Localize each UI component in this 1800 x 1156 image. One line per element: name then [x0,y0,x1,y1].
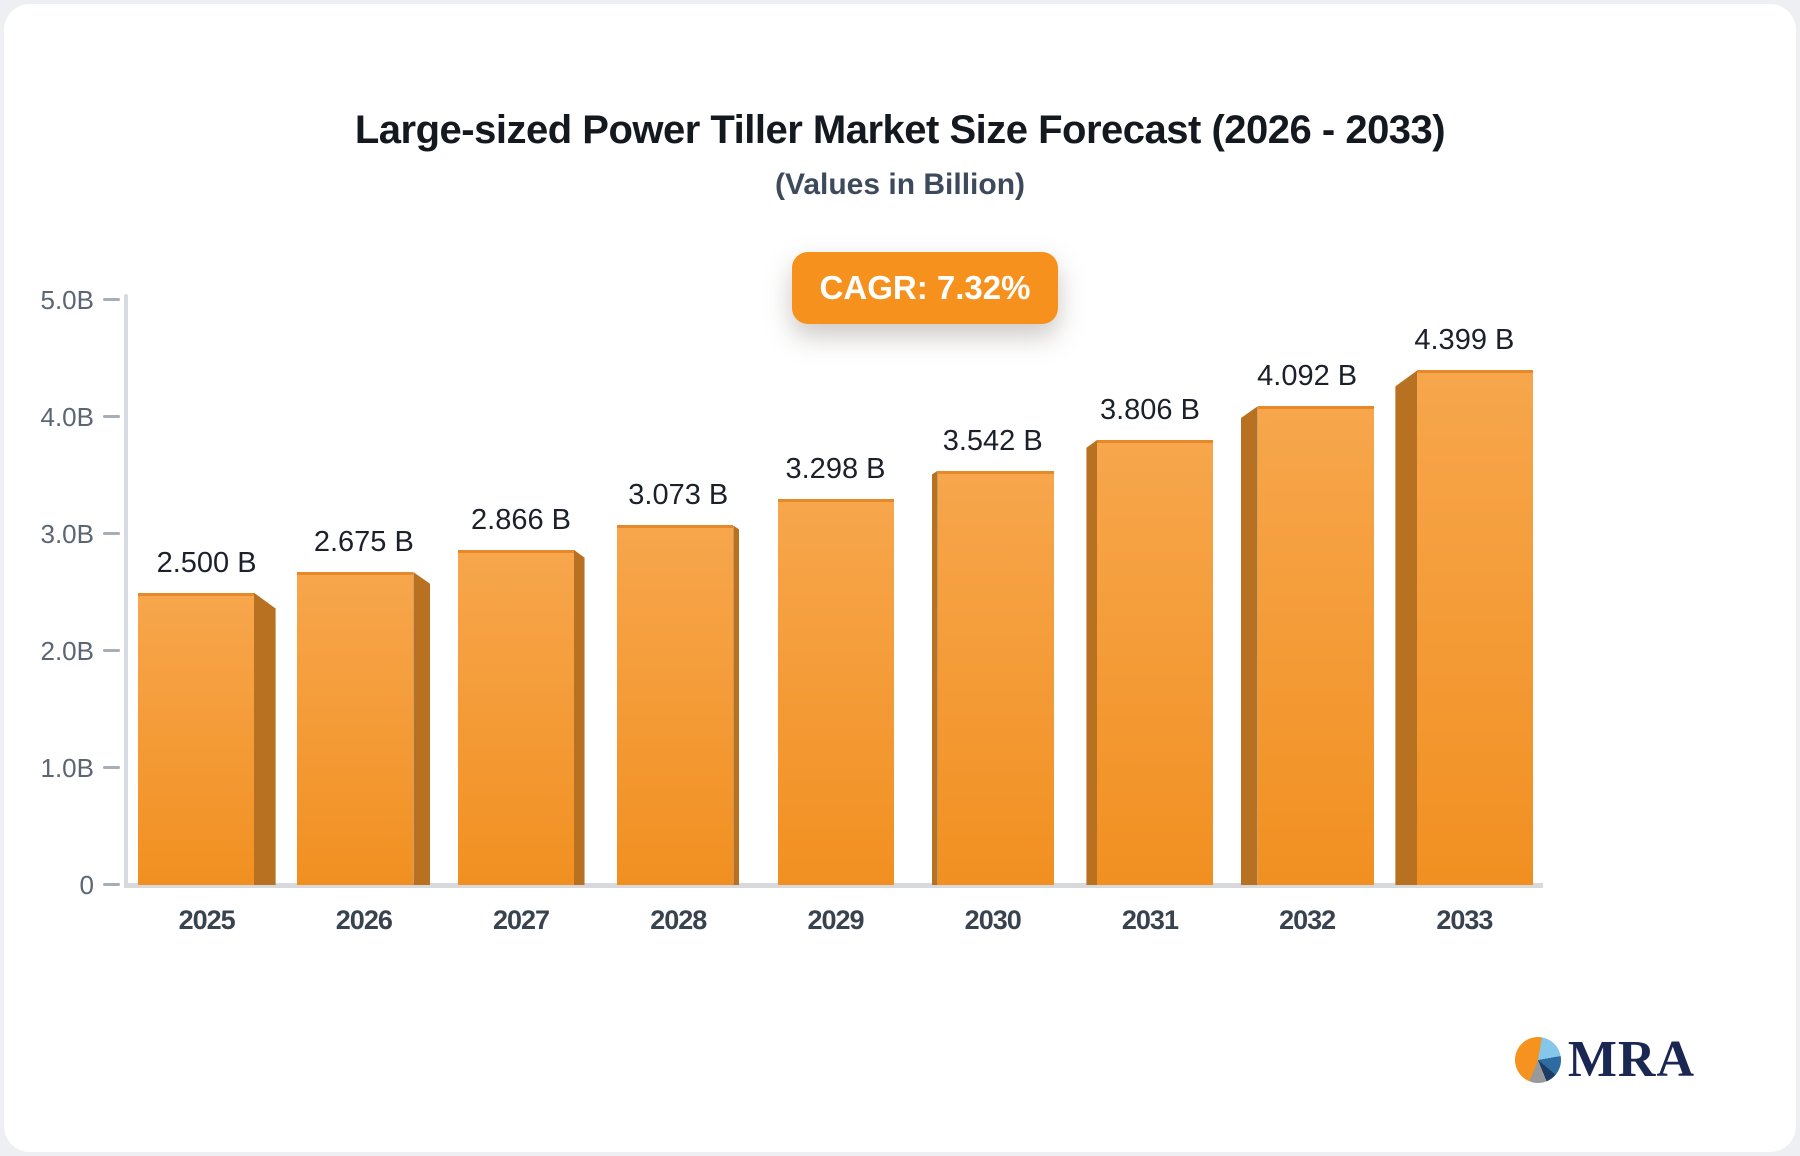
y-axis-label: 3.0B [40,519,95,549]
y-axis-label: 4.0B [40,402,95,432]
bar-face [777,499,894,885]
bar-side-3d [1395,370,1418,885]
bar-face [457,549,574,885]
bar-face [297,572,414,885]
y-axis-tick [103,649,120,652]
y-axis-tick [103,883,120,886]
x-axis-label: 2027 [493,905,550,935]
bar-value-label: 4.092 B [1257,360,1358,393]
bar-2028 [617,525,740,885]
bar-value-label: 3.542 B [942,424,1043,457]
bar-value-label: 3.073 B [628,479,729,512]
bar-2025 [137,592,276,885]
bar-side-3d [733,525,740,885]
bar-2029 [777,499,894,885]
bar-face [1257,406,1374,885]
chart-title: Large-sized Power Tiller Market Size For… [354,108,1446,152]
y-axis-tick [103,766,120,769]
x-axis-label: 2033 [1436,905,1493,935]
x-axis-label: 2025 [178,905,236,935]
bar-2027 [457,549,585,885]
x-axis-baseline [124,883,1543,888]
y-axis-label: 1.0B [40,753,95,783]
bar-value-label: 2.500 B [156,546,257,579]
bar-2032 [1240,406,1374,885]
y-axis-label: 0 [79,870,94,900]
bar-2031 [1086,439,1214,885]
x-axis-label: 2031 [1121,905,1179,935]
y-axis-label: 5.0B [40,285,95,315]
y-axis-tick [103,532,120,535]
bar-side-3d [573,549,585,885]
y-axis-tick [103,298,120,301]
mra-logo: MRA [1514,1022,1695,1098]
bar-face [1097,439,1214,885]
chart-subtitle: (Values in Billion) [774,168,1026,201]
bar-value-label: 2.675 B [313,526,414,559]
bar-side-3d [1240,406,1258,885]
x-axis-label: 2032 [1279,905,1336,935]
x-axis-label: 2028 [650,905,707,935]
bar-side-3d [413,572,431,885]
bar-face [137,592,254,885]
bar-2030 [931,470,1054,885]
y-axis-line [124,294,128,885]
bar-side-3d [1086,439,1098,885]
bar-value-label: 3.298 B [785,453,886,486]
x-axis-label: 2029 [807,905,864,935]
bar-2033 [1395,370,1534,885]
pie-chart-icon [1514,1037,1561,1083]
bar-face [617,525,734,885]
bar-side-3d [931,470,938,885]
bar-2026 [297,572,431,885]
x-axis-label: 2030 [964,905,1022,935]
cagr-badge: CAGR: 7.32% [792,252,1058,324]
bar-value-label: 3.806 B [1099,393,1200,426]
y-axis-tick [103,415,120,418]
x-axis-label: 2026 [335,905,393,935]
bar-face [937,470,1054,885]
bar-value-label: 4.399 B [1414,324,1515,357]
bar-face [1417,370,1534,885]
y-axis-label: 2.0B [40,636,95,666]
logo-text: MRA [1567,1031,1695,1088]
bar-side-3d [253,592,276,885]
bar-value-label: 2.866 B [471,503,572,536]
